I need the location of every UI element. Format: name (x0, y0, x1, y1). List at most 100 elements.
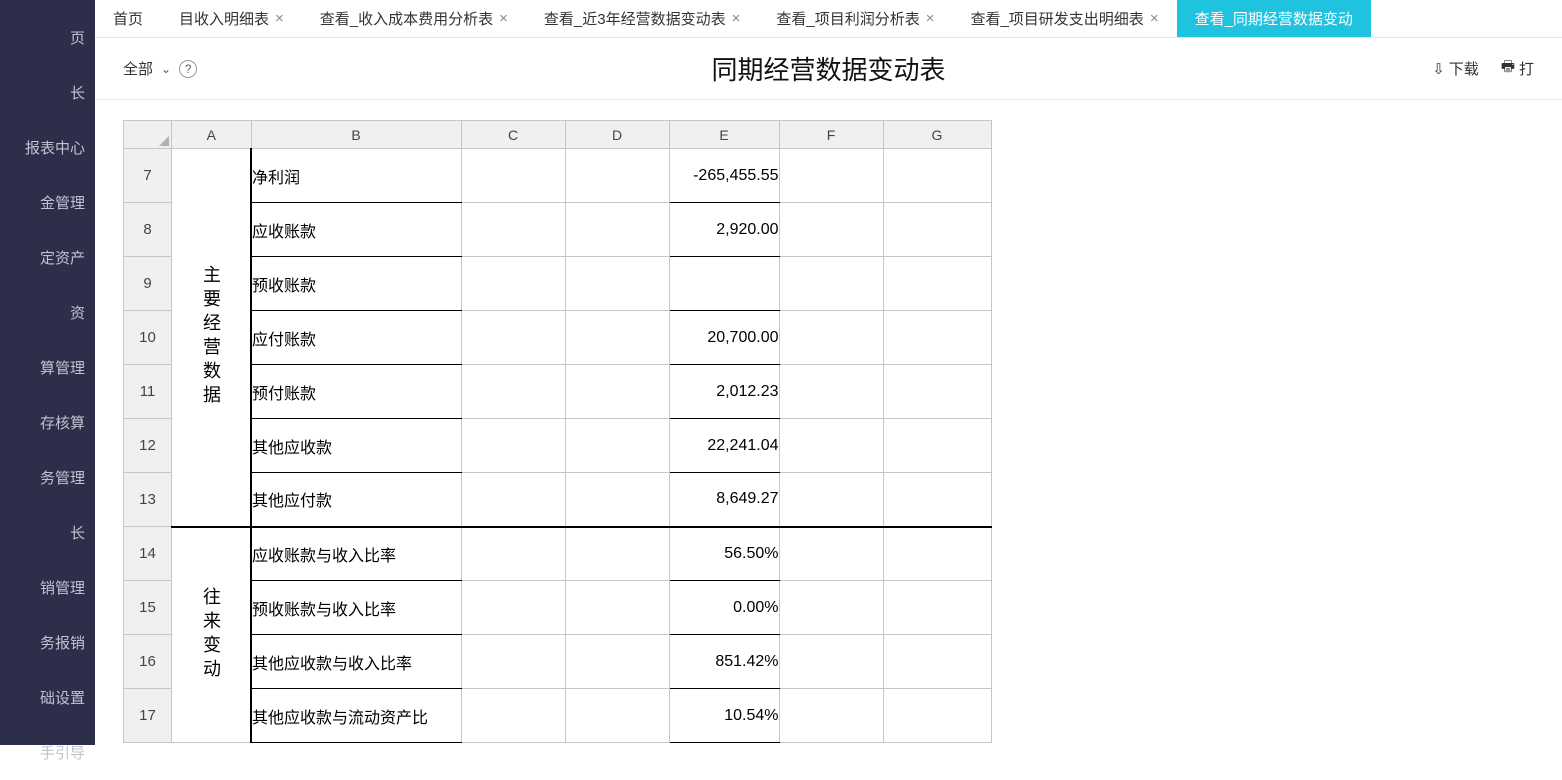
sidebar-item[interactable]: 金管理 (0, 175, 95, 230)
cell[interactable]: 预收账款 (251, 257, 461, 311)
sidebar-item[interactable]: 务管理 (0, 450, 95, 505)
close-icon[interactable]: × (1150, 10, 1159, 27)
cell[interactable] (565, 635, 669, 689)
cell[interactable] (883, 635, 991, 689)
row-header[interactable]: 16 (124, 635, 172, 689)
cell[interactable] (883, 581, 991, 635)
section-label[interactable]: 主要经营数据 (172, 149, 252, 527)
tab[interactable]: 查看_项目利润分析表× (758, 0, 952, 37)
row-header[interactable]: 15 (124, 581, 172, 635)
cell[interactable]: 其他应收款与流动资产比 (251, 689, 461, 743)
cell[interactable]: 净利润 (251, 149, 461, 203)
row-header[interactable]: 13 (124, 473, 172, 527)
sidebar-item[interactable]: 存核算 (0, 395, 95, 450)
cell[interactable] (565, 365, 669, 419)
cell[interactable] (461, 527, 565, 581)
tab-home[interactable]: 首页 (95, 0, 161, 37)
cell[interactable] (779, 419, 883, 473)
sidebar-item[interactable]: 算管理 (0, 340, 95, 395)
cell[interactable] (565, 203, 669, 257)
cell[interactable] (565, 581, 669, 635)
cell[interactable]: 0.00% (669, 581, 779, 635)
cell[interactable] (779, 149, 883, 203)
col-header[interactable]: A (172, 121, 252, 149)
tab[interactable]: 目收入明细表× (161, 0, 302, 37)
row-header[interactable]: 17 (124, 689, 172, 743)
cell[interactable] (779, 635, 883, 689)
cell[interactable] (669, 257, 779, 311)
cell[interactable]: 其他应收款与收入比率 (251, 635, 461, 689)
sidebar-item[interactable]: 页 (0, 10, 95, 65)
sidebar-item[interactable]: 务报销 (0, 615, 95, 670)
help-icon[interactable]: ? (179, 60, 197, 78)
cell[interactable] (883, 473, 991, 527)
download-button[interactable]: ⇩ 下载 (1432, 58, 1479, 79)
cell[interactable] (565, 257, 669, 311)
cell[interactable] (779, 689, 883, 743)
row-header[interactable]: 14 (124, 527, 172, 581)
cell[interactable] (565, 473, 669, 527)
close-icon[interactable]: × (499, 10, 508, 27)
data-table[interactable]: A B C D E F G 7 主要经营数据 净利润 -265,455.55 8 (123, 120, 992, 743)
cell[interactable]: 851.42% (669, 635, 779, 689)
sidebar-item[interactable]: 定资产 (0, 230, 95, 285)
cell[interactable]: 应收账款 (251, 203, 461, 257)
cell[interactable] (461, 149, 565, 203)
cell[interactable]: 2,920.00 (669, 203, 779, 257)
sidebar-item[interactable]: 手引导 (0, 725, 95, 780)
col-header[interactable]: B (251, 121, 461, 149)
cell[interactable] (461, 311, 565, 365)
row-header[interactable]: 8 (124, 203, 172, 257)
sidebar-item[interactable]: 资 (0, 285, 95, 340)
cell[interactable]: 8,649.27 (669, 473, 779, 527)
cell[interactable] (565, 419, 669, 473)
tab[interactable]: 查看_收入成本费用分析表× (302, 0, 526, 37)
cell[interactable] (779, 365, 883, 419)
print-button[interactable]: 🖶 打 (1501, 56, 1534, 81)
cell[interactable] (565, 149, 669, 203)
col-header[interactable]: D (565, 121, 669, 149)
section-label[interactable]: 往来变动 (172, 527, 252, 743)
tab-active[interactable]: 查看_同期经营数据变动 (1177, 0, 1371, 37)
sidebar-item[interactable]: 销管理 (0, 560, 95, 615)
cell[interactable] (461, 203, 565, 257)
cell[interactable] (461, 257, 565, 311)
cell[interactable] (883, 203, 991, 257)
cell[interactable]: 预收账款与收入比率 (251, 581, 461, 635)
sidebar-item[interactable]: 础设置 (0, 670, 95, 725)
cell[interactable] (779, 311, 883, 365)
col-header[interactable]: F (779, 121, 883, 149)
sidebar-item[interactable]: 长 (0, 505, 95, 560)
row-header[interactable]: 7 (124, 149, 172, 203)
cell[interactable] (779, 527, 883, 581)
cell[interactable] (883, 149, 991, 203)
cell[interactable]: 其他应收款 (251, 419, 461, 473)
cell[interactable]: 预付账款 (251, 365, 461, 419)
cell[interactable] (779, 203, 883, 257)
cell[interactable] (461, 689, 565, 743)
filter-dropdown[interactable]: 全部 ⌄ ? (123, 58, 197, 79)
cell[interactable] (565, 527, 669, 581)
sidebar-item[interactable]: 长 (0, 65, 95, 120)
cell[interactable] (883, 365, 991, 419)
cell[interactable] (565, 689, 669, 743)
cell[interactable] (883, 257, 991, 311)
cell[interactable]: 56.50% (669, 527, 779, 581)
cell[interactable] (461, 581, 565, 635)
cell[interactable]: -265,455.55 (669, 149, 779, 203)
cell[interactable] (779, 257, 883, 311)
col-header[interactable]: E (669, 121, 779, 149)
cell[interactable] (883, 689, 991, 743)
cell[interactable]: 其他应付款 (251, 473, 461, 527)
cell[interactable] (461, 365, 565, 419)
close-icon[interactable]: × (732, 10, 741, 27)
tab[interactable]: 查看_项目研发支出明细表× (952, 0, 1176, 37)
sidebar-item[interactable]: 报表中心 (0, 120, 95, 175)
cell[interactable]: 20,700.00 (669, 311, 779, 365)
cell[interactable]: 应收账款与收入比率 (251, 527, 461, 581)
cell[interactable] (883, 311, 991, 365)
cell[interactable] (565, 311, 669, 365)
cell[interactable] (779, 473, 883, 527)
col-header[interactable]: C (461, 121, 565, 149)
cell[interactable]: 2,012.23 (669, 365, 779, 419)
